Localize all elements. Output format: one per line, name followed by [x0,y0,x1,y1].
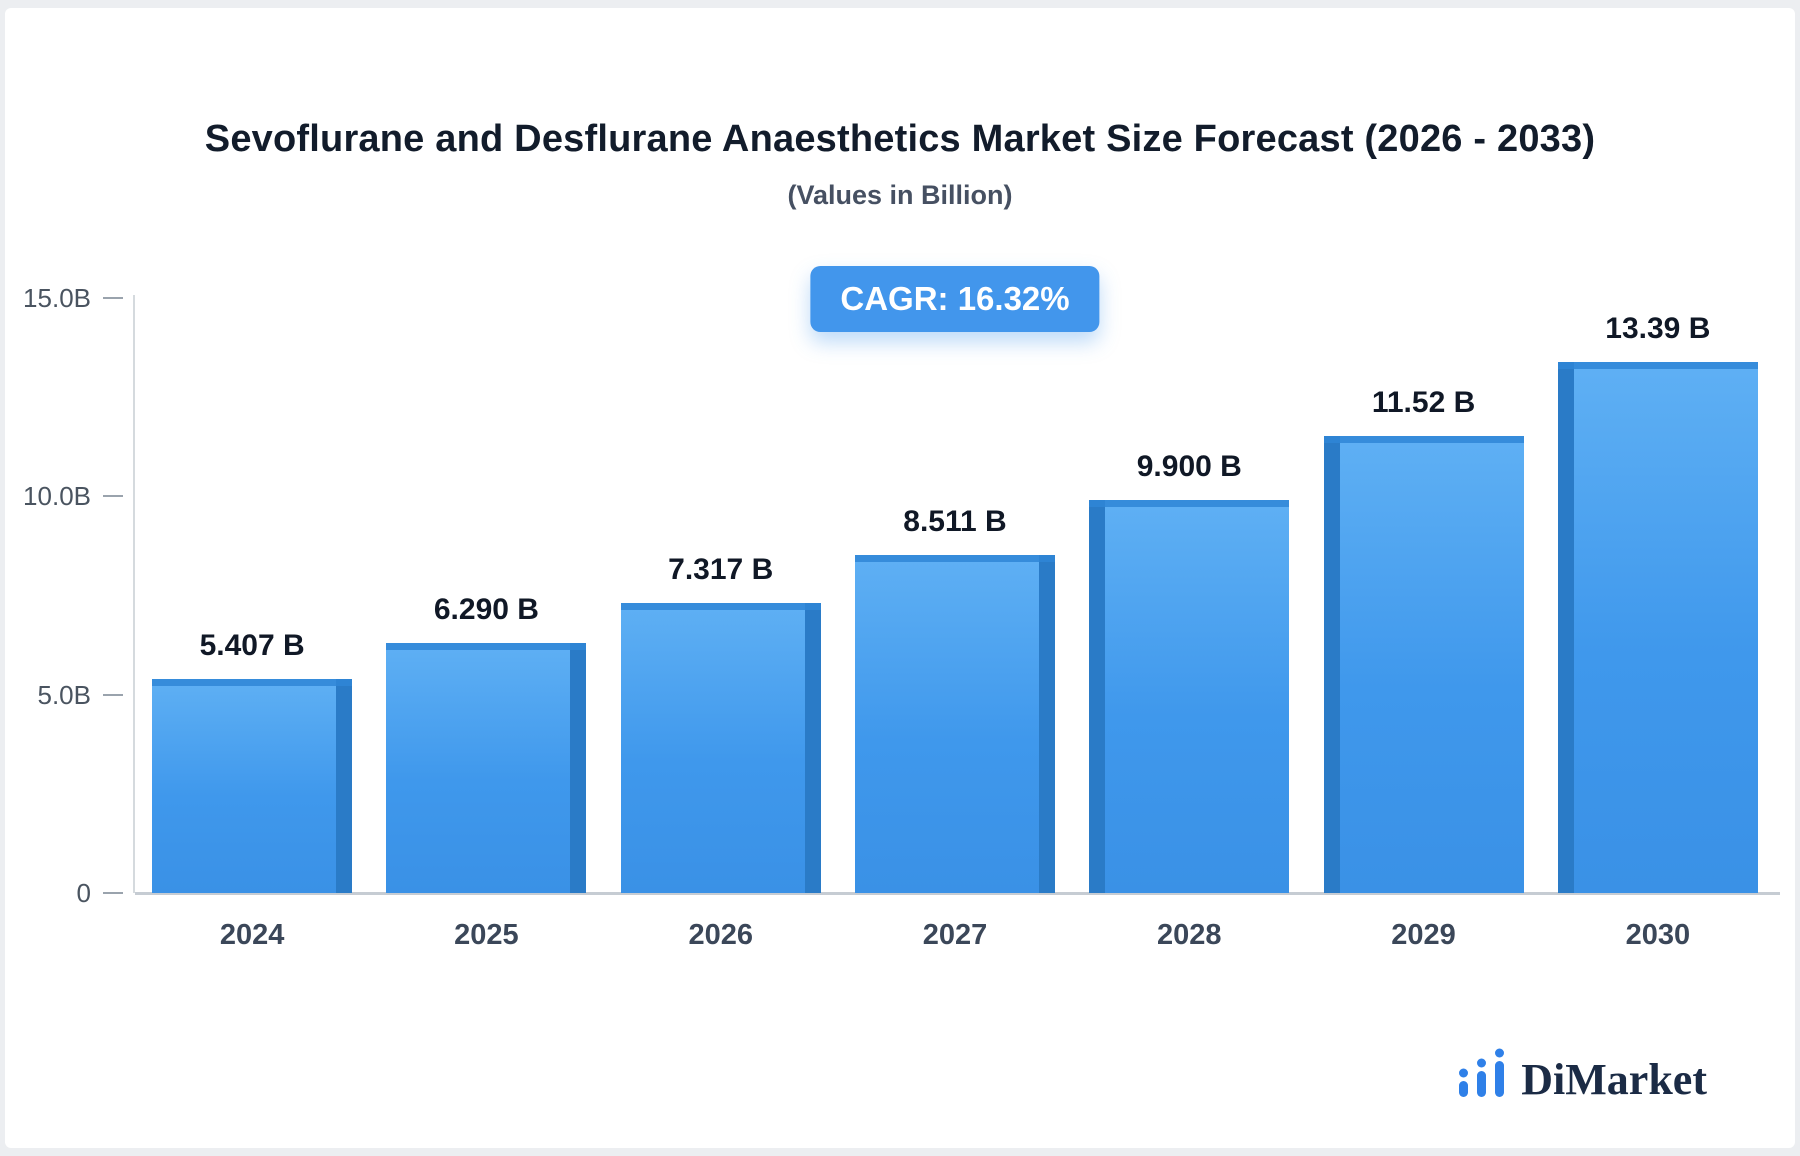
bar-group: 9.900 B 2028 [1072,298,1306,951]
y-axis-tick-mark [103,297,123,299]
bar [386,643,587,893]
bar-value-label: 13.39 B [1605,312,1711,345]
bar-value-label: 9.900 B [1136,450,1242,483]
bar-side-face [336,679,353,893]
bar-side-face [1089,500,1106,893]
bar-value-label: 8.511 B [903,505,1007,538]
y-axis-tick-label: 5.0B [37,679,92,710]
bar-top-face [1557,362,1758,369]
x-axis-label: 2026 [688,919,753,951]
bar [1089,500,1290,893]
bar [854,555,1055,893]
y-axis-tick-mark [103,495,123,498]
chart-title: Sevoflurane and Desflurane Anaesthetics … [204,118,1596,160]
x-axis-label: 2027 [922,919,988,951]
bar [620,603,821,893]
x-axis-label: 2028 [1157,919,1222,951]
bar-group: 5.407 B 2024 [135,298,369,951]
plot-area: 5.407 B 2024 6.290 B 2025 7.317 B 2026 8.511 B… [135,298,1775,951]
y-axis-tick-label: 0 [76,878,91,908]
y-axis-tick-label: 15.0B [23,283,91,313]
bar-top-face [620,603,821,610]
bar [1557,362,1758,893]
y-axis-tick-label: 10.0B [23,481,91,512]
bar-group: 7.317 B 2026 [604,298,838,951]
bar [152,679,353,893]
bar-side-face [1323,436,1340,893]
bar-top-face [152,679,353,686]
brand-wordmark: DiMarket [1521,1055,1707,1104]
bar-side-face [570,643,587,893]
bar-group: 13.39 B 2030 [1541,298,1775,951]
x-axis-baseline [135,892,1780,895]
bar [1323,436,1524,893]
y-axis-tick-mark [103,693,123,696]
bar-value-label: 6.290 B [433,593,539,626]
bar-side-face [804,603,821,893]
bar-top-face [386,643,587,650]
brand-logo: DiMarket [1457,1041,1707,1102]
bar-top-face [1323,436,1524,443]
bar-value-label: 7.317 B [668,553,774,586]
bar-top-face [1089,500,1290,507]
x-axis-label: 2024 [219,919,285,951]
y-axis-line [133,295,135,893]
y-axis-tick-mark [103,892,123,894]
bar-top-face [854,555,1055,562]
x-axis-label: 2030 [1625,919,1691,951]
x-axis-label: 2025 [454,919,519,951]
dimarket-bars-icon [1457,1041,1509,1102]
bar-group: 8.511 B 2027 [838,298,1072,951]
bar-side-face [1557,362,1574,893]
bar-group: 11.52 B 2029 [1306,298,1540,951]
x-axis-label: 2029 [1391,919,1456,951]
bar-side-face [1038,555,1055,893]
chart-subtitle: (Values in Billion) [787,180,1013,210]
cagr-badge: CAGR: 16.32% [810,266,1100,332]
bar-value-label: 5.407 B [199,629,305,662]
bar-group: 6.290 B 2025 [369,298,603,951]
bar-value-label: 11.52 B [1371,386,1476,419]
chart-card: Sevoflurane and Desflurane Anaesthetics … [5,8,1795,1148]
